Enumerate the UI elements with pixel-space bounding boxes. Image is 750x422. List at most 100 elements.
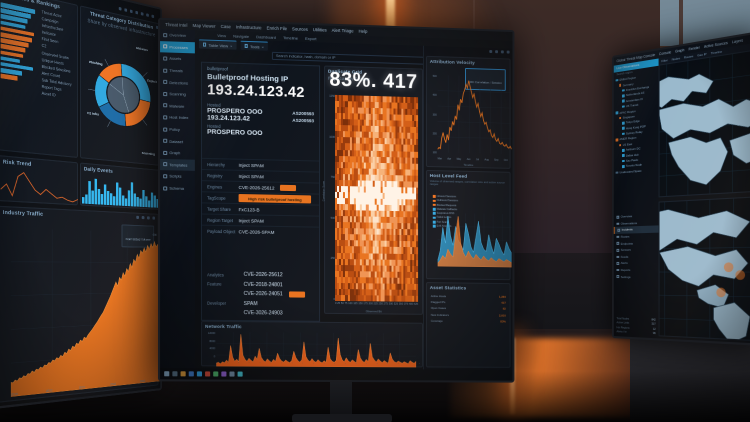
shield-icon[interactable] <box>221 371 227 377</box>
tab-label: Table View <box>208 42 229 48</box>
panel-grid-icon[interactable] <box>488 49 493 54</box>
attribution-velocity-chart <box>438 75 512 154</box>
right-menu-list[interactable]: Overview Observations Incidents Routes Endpo… <box>613 212 659 280</box>
donut-slice <box>99 101 126 127</box>
left-bars-panel: Attributes & Rankings Threat Actor Campai… <box>0 0 78 158</box>
right-titlebar-item[interactable]: Layers <box>732 38 744 45</box>
mail-icon[interactable] <box>205 371 211 377</box>
world-map-europe-africa[interactable] <box>658 49 750 198</box>
lock-icon <box>163 127 168 132</box>
stat-label: Open Cases <box>430 306 447 311</box>
record-detail-panel: bulletproof Bulletproof Hosting IP 193.2… <box>200 61 321 322</box>
toolbar-item[interactable]: Dashboard <box>256 33 276 40</box>
panel-menu-icon[interactable] <box>135 215 140 220</box>
panel-expand-icon[interactable] <box>141 216 145 220</box>
right-stat-value: 12 <box>652 327 656 331</box>
tree-node-marker <box>621 94 625 98</box>
tree-node-marker <box>618 143 622 147</box>
world-map-americas[interactable] <box>658 196 750 342</box>
start-icon[interactable] <box>164 371 170 377</box>
sidebar-item-schema[interactable]: Schema <box>160 182 195 194</box>
center-sidebar[interactable]: Overview Processes Assets Threats Detections… <box>160 28 195 369</box>
legend-label: Outbound Sessions <box>436 199 459 203</box>
tab-icon <box>203 42 207 47</box>
sidebar-item-host-index[interactable]: Host Index <box>160 111 195 124</box>
folder-icon[interactable] <box>180 371 186 377</box>
right-stat-value: 317 <box>651 322 656 326</box>
menu-item[interactable]: Threat Intel <box>165 21 188 28</box>
legend-swatch <box>432 220 436 224</box>
menu-item[interactable]: Case <box>220 23 231 30</box>
toolbar-icon[interactable] <box>145 13 149 18</box>
close-icon[interactable]: × <box>261 43 264 50</box>
panel-refresh-icon[interactable] <box>146 216 150 220</box>
landmass <box>730 128 750 165</box>
sidebar-item-assets[interactable]: Assets <box>160 52 195 65</box>
search-icon[interactable] <box>172 371 178 377</box>
right-tree-view[interactable]: EMEA Region Germany Frankfurt Exchange Neth… <box>614 70 659 175</box>
menu-item[interactable]: Sources <box>292 26 308 32</box>
menu-item-icon <box>616 262 619 265</box>
menu-item[interactable]: Infrastructure <box>235 24 262 31</box>
tab-tools[interactable]: Tools × <box>240 40 268 51</box>
toolbar-icon[interactable] <box>118 6 122 12</box>
legend-swatch <box>432 199 436 202</box>
tree-node-marker <box>621 165 625 168</box>
stat-label: New Indicators <box>430 312 449 317</box>
close-icon[interactable]: × <box>230 42 233 49</box>
toolbar-icon[interactable] <box>140 11 144 17</box>
asset-statistics-rows: Active Hosts 1,284 Flagged IPs 417 Open Case… <box>431 294 506 323</box>
right-titlebar-item[interactable]: Graph <box>675 47 685 54</box>
left-area-panel: Industry Traffic Normalized Volume 60050… <box>0 205 161 403</box>
settings-icon[interactable] <box>229 371 235 377</box>
attribution-velocity-xlabel: Timeline <box>463 163 474 168</box>
toolbar-item[interactable]: View <box>217 32 227 38</box>
toolbar-icon[interactable] <box>135 10 139 15</box>
menu-item[interactable]: Utilities <box>312 27 327 33</box>
toolbar-item[interactable]: Timeline <box>282 34 298 41</box>
panel-filter-icon[interactable] <box>494 50 499 54</box>
menu-item[interactable]: Map Viewer <box>192 22 216 29</box>
panel-more-icon[interactable] <box>506 50 510 54</box>
panel-share-icon[interactable] <box>500 50 504 54</box>
tab-table-view[interactable]: Table View × <box>198 39 237 50</box>
record-field-key: Payload Object <box>207 228 236 234</box>
sidebar-item-label: Dataset <box>169 138 184 144</box>
left-donut-chart <box>81 30 160 157</box>
right-menu-item-settings[interactable]: Settings <box>614 273 659 280</box>
toolbar-item[interactable]: Export <box>305 35 317 41</box>
browser-icon[interactable] <box>196 371 203 377</box>
sidebar-item-threats[interactable]: Threats <box>160 64 195 77</box>
cve-value: SPAM <box>243 300 258 307</box>
tab-icon <box>244 44 249 48</box>
taskbar[interactable] <box>160 368 513 381</box>
right-titlebar-item[interactable]: Render <box>688 45 700 52</box>
panel-close-icon[interactable] <box>152 216 156 221</box>
terminal-icon[interactable] <box>188 371 194 377</box>
toolbar-item[interactable]: Navigate <box>233 32 250 39</box>
right-titlebar-item[interactable]: Console <box>658 50 672 57</box>
toolbar-icon[interactable] <box>151 14 155 19</box>
donut-slice <box>95 74 109 108</box>
chart-icon[interactable] <box>213 371 219 377</box>
legend-swatch <box>432 203 436 207</box>
sidebar-item-detections[interactable]: Detections <box>160 76 195 89</box>
stat-row: Flagged IPs 417 <box>431 300 506 305</box>
sidebar-item-scanning[interactable]: Scanning <box>160 88 195 101</box>
menu-item[interactable]: Alert Triage <box>331 27 354 34</box>
right-sidebar[interactable]: Live Observations Search region EMEA Reg… <box>613 58 659 339</box>
toolbar-icon[interactable] <box>129 9 133 14</box>
sidebar-item-dataset[interactable]: Dataset <box>160 135 195 148</box>
menu-item[interactable]: Help <box>358 28 368 34</box>
menu-item[interactable]: Enrich File <box>266 25 288 32</box>
chat-icon[interactable] <box>237 371 243 377</box>
legend-swatch <box>432 207 436 211</box>
donut-callout-label: Scanning <box>141 150 155 157</box>
toolbar-icon[interactable] <box>124 8 128 13</box>
sidebar-item-policy[interactable]: Policy <box>160 123 195 136</box>
legend-row: Inbound Sessions <box>432 195 458 198</box>
sidebar-item-graph[interactable]: Graph <box>160 147 195 160</box>
sidebar-item-malware[interactable]: Malware <box>160 100 195 113</box>
sidebar-item-scripts[interactable]: Scripts <box>160 170 195 182</box>
sidebar-item-templates[interactable]: Templates <box>160 158 195 171</box>
